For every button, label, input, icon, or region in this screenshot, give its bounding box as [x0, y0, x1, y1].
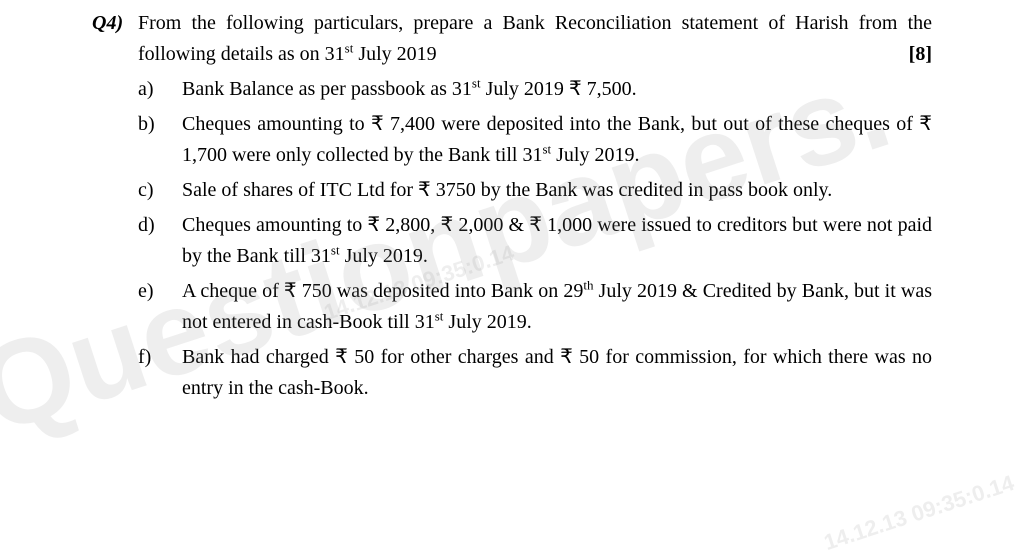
question-text: From the following particulars, prepare …	[138, 8, 932, 70]
list-item: c) Sale of shares of ITC Ltd for ₹ 3750 …	[92, 175, 932, 206]
item-label-c: c)	[138, 175, 182, 206]
text: Bank Balance as per passbook as 31	[182, 78, 472, 100]
text: Cheques amounting to	[182, 113, 371, 135]
question-text-lead: From the following particulars, prepare …	[138, 12, 932, 65]
text: Cheques amounting to	[182, 214, 367, 236]
text: 7,500.	[582, 78, 637, 100]
watermark-timestamp-2: 14.12.13 09:35:0.14	[821, 470, 1018, 556]
text: July 2019.	[551, 144, 639, 166]
sup: st	[542, 141, 551, 156]
rupee-icon: ₹	[371, 113, 384, 135]
item-label-f: f)	[138, 342, 182, 373]
rupee-icon: ₹	[418, 179, 431, 201]
text: Sale of shares of ITC Ltd for	[182, 179, 418, 201]
text: July 2019	[481, 78, 569, 100]
question-number: Q4)	[92, 8, 138, 39]
item-label-b: b)	[138, 109, 182, 140]
item-text-f: Bank had charged ₹ 50 for other charges …	[182, 342, 932, 404]
text: July 2019.	[340, 245, 428, 267]
text: 7,400 were deposited into the Bank, but …	[384, 113, 920, 135]
text: Bank had charged	[182, 346, 335, 368]
sup: st	[331, 242, 340, 257]
question-header: Q4) From the following particulars, prep…	[92, 8, 932, 70]
item-text-d: Cheques amounting to ₹ 2,800, ₹ 2,000 & …	[182, 210, 932, 272]
text: 2,800,	[380, 214, 440, 236]
question-text-sup: st	[345, 40, 354, 55]
rupee-icon: ₹	[569, 78, 582, 100]
text: 50 for other charges and	[348, 346, 560, 368]
sup: th	[583, 277, 593, 292]
rupee-icon: ₹	[335, 346, 348, 368]
rupee-icon: ₹	[529, 214, 542, 236]
list-item: a) Bank Balance as per passbook as 31st …	[92, 74, 932, 105]
rupee-icon: ₹	[284, 280, 297, 302]
text: 1,700 were only collected by the Bank ti…	[182, 144, 542, 166]
text: 2,000 &	[453, 214, 529, 236]
item-label-e: e)	[138, 276, 182, 307]
list-item: d) Cheques amounting to ₹ 2,800, ₹ 2,000…	[92, 210, 932, 272]
rupee-icon: ₹	[440, 214, 453, 236]
rupee-icon: ₹	[560, 346, 573, 368]
item-label-a: a)	[138, 74, 182, 105]
item-text-b: Cheques amounting to ₹ 7,400 were deposi…	[182, 109, 932, 171]
question-marks: [8]	[909, 39, 932, 70]
text: 3750 by the Bank was credited in pass bo…	[431, 179, 832, 201]
list-item: b) Cheques amounting to ₹ 7,400 were dep…	[92, 109, 932, 171]
text: A cheque of	[182, 280, 284, 302]
list-item: f) Bank had charged ₹ 50 for other charg…	[92, 342, 932, 404]
item-text-a: Bank Balance as per passbook as 31st Jul…	[182, 74, 932, 105]
rupee-icon: ₹	[367, 214, 380, 236]
list-item: e) A cheque of ₹ 750 was deposited into …	[92, 276, 932, 338]
question-text-trail: July 2019	[353, 43, 436, 65]
rupee-icon: ₹	[919, 113, 932, 135]
item-text-e: A cheque of ₹ 750 was deposited into Ban…	[182, 276, 932, 338]
item-text-c: Sale of shares of ITC Ltd for ₹ 3750 by …	[182, 175, 932, 206]
text: July 2019.	[443, 311, 531, 333]
item-label-d: d)	[138, 210, 182, 241]
text: 750 was deposited into Bank on 29	[297, 280, 584, 302]
sup: st	[472, 75, 481, 90]
